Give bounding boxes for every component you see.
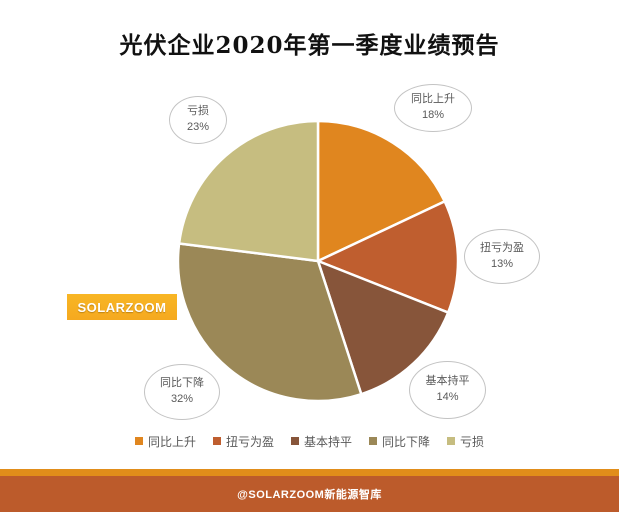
callout-flat: 基本持平 14% [409,361,486,419]
legend-label: 基本持平 [303,434,352,449]
footer-bar: @SOLARZOOM新能源智库 [0,476,619,512]
legend-label: 同比上升 [147,434,196,449]
callout-percent: 14% [436,391,459,403]
legend-swatch [447,437,456,445]
callout-label: 亏损 [187,105,209,118]
callout-percent: 18% [421,109,445,121]
legend-item-yoy-increase: 同比上升 [134,433,196,450]
callout-label: 扭亏为盈 [480,241,524,254]
legend-swatch [290,437,299,445]
pie-slice-同比下降 [176,242,363,403]
callout-loss: 亏损 23% [169,96,227,144]
pie-slice-同比上升 [316,119,446,263]
legend-item-yoy-decrease: 同比下降 [369,433,430,450]
legend-item-loss: 亏损 [447,433,484,450]
callout-turn-profit: 扭亏为盈 13% [464,229,540,284]
legend-item-flat: 基本持平 [290,433,352,450]
legend-item-turn-profit: 扭亏为盈 [212,433,274,450]
legend-swatch [212,437,221,445]
footer-credit: @SOLARZOOM新能源智库 [237,489,382,501]
callout-label: 基本持平 [425,375,470,388]
callout-label: 同比下降 [160,377,204,390]
solarzoom-watermark-banner: SOLARZOOM [67,294,177,320]
callout-yoy-decrease: 同比下降 32% [144,364,220,420]
callout-percent: 32% [170,393,194,405]
callout-percent: 23% [186,121,210,133]
legend-swatch [134,437,143,445]
pie-slice-亏损 [177,119,320,263]
chart-title: 光伏企业2020年第一季度业绩预告 [119,32,500,59]
legend-label: 扭亏为盈 [225,434,274,449]
legend-label: 同比下降 [382,434,431,449]
callout-percent: 13% [490,257,514,270]
legend-swatch [369,437,377,445]
legend-label: 亏损 [460,434,485,449]
chart-legend: 同比上升 扭亏为盈 基本持平 同比下降 亏损 [0,432,619,450]
pie-chart [176,119,460,403]
pie-slice-扭亏为盈 [316,200,460,314]
footer-accent-stripe [0,469,619,476]
callout-yoy-increase: 同比上升 18% [394,84,472,132]
callout-label: 同比上升 [411,93,455,106]
